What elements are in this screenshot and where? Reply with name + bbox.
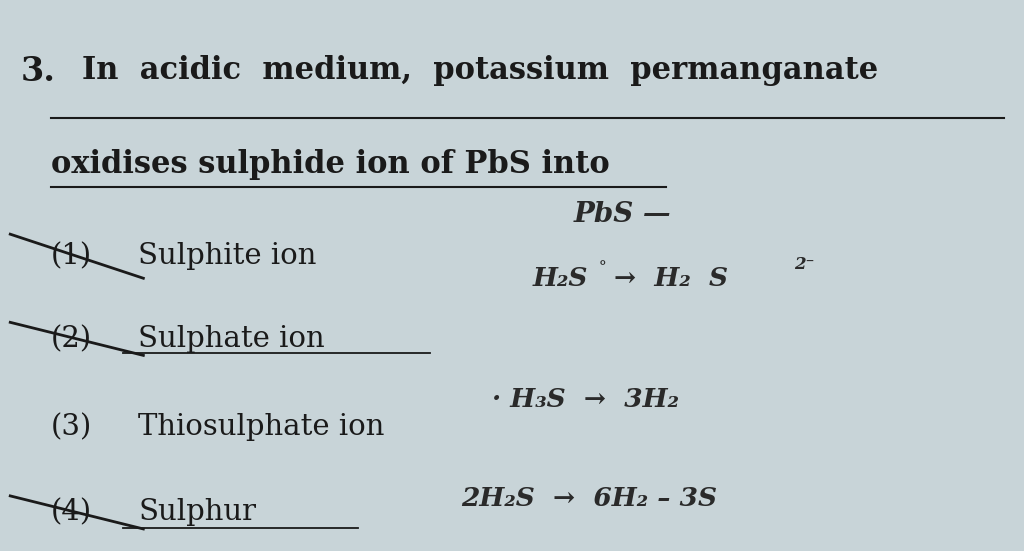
Text: →  H₂  S: → H₂ S xyxy=(614,266,728,291)
Text: Sulphur: Sulphur xyxy=(138,499,256,526)
Text: 2⁻: 2⁻ xyxy=(794,256,814,273)
Text: (3): (3) xyxy=(51,413,92,441)
Text: · H₃S  →  3H₂: · H₃S → 3H₂ xyxy=(492,387,679,412)
Text: 3.: 3. xyxy=(20,55,55,88)
Text: (4): (4) xyxy=(51,499,92,526)
Text: Sulphate ion: Sulphate ion xyxy=(138,325,325,353)
Text: 2H₂S  →  6H₂ – 3S: 2H₂S → 6H₂ – 3S xyxy=(461,486,717,511)
Text: Thiosulphate ion: Thiosulphate ion xyxy=(138,413,385,441)
Text: Sulphite ion: Sulphite ion xyxy=(138,242,316,270)
Text: In  acidic  medium,  potassium  permanganate: In acidic medium, potassium permanganate xyxy=(82,55,879,86)
Text: (1): (1) xyxy=(51,242,92,270)
Text: (2): (2) xyxy=(51,325,92,353)
Text: oxidises sulphide ion of PbS into: oxidises sulphide ion of PbS into xyxy=(51,149,610,180)
Text: PbS —: PbS — xyxy=(573,201,671,229)
Text: °: ° xyxy=(599,260,606,274)
Text: H₂S: H₂S xyxy=(532,266,588,291)
